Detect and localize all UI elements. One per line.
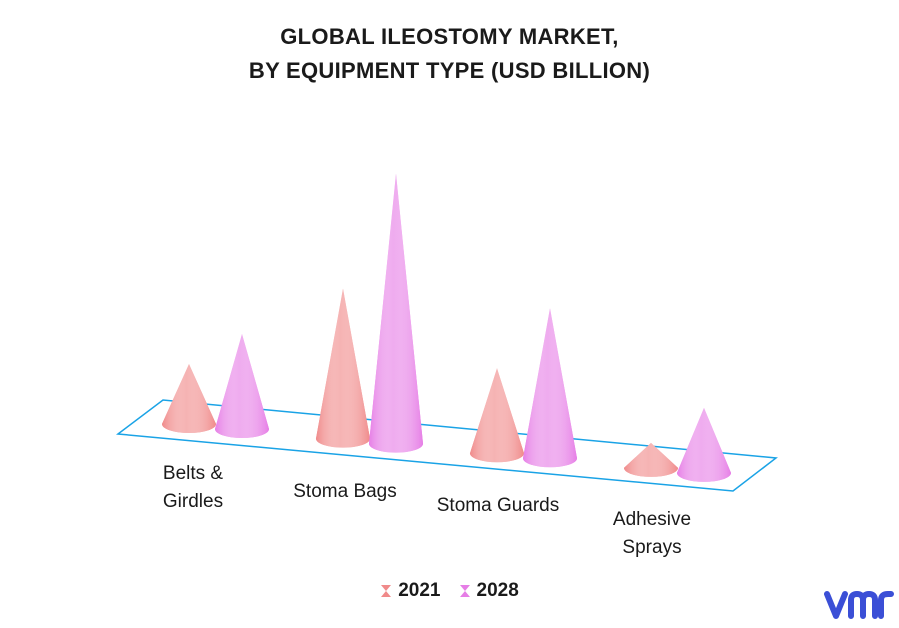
category-label-adhesive-sprays: Adhesive Sprays [613,506,691,562]
legend-label-2021: 2021 [398,580,441,601]
cone-shading [215,334,269,439]
category-label-line: Belts & [162,463,224,484]
cone-shading [624,442,678,477]
legend-swatch-2021 [381,585,392,597]
chart-title: GLOBAL ILEOSTOMY MARKET, BY EQUIPMENT TY… [0,20,899,88]
chart-floor [116,399,778,492]
cone-belts-girdles-2021 [162,364,216,433]
legend-item-2028[interactable]: 2028 [459,580,519,602]
legend-swatch-2028 [459,585,470,597]
cone-belts-girdles-2028 [215,334,269,439]
category-label-stoma-guards: Stoma Guards [437,492,560,520]
cone-stoma-guards-2028 [523,308,577,468]
cone-shading [162,364,216,433]
category-label-line: Girdles [162,491,224,512]
cone-shading [470,368,524,463]
legend-item-2021[interactable]: 2021 [380,580,441,602]
cone-stoma-guards-2021 [470,368,524,463]
cone-adhesive-sprays-2028 [677,407,731,482]
category-label-line: Stoma Bags [293,481,397,502]
cone-shading [316,288,370,448]
category-label-line: Sprays [622,537,682,558]
category-label-line: Adhesive [612,509,692,530]
cone-shading [523,308,577,468]
cone-shading [369,173,423,453]
category-label-stoma-bags: Stoma Bags [293,478,397,506]
cone-adhesive-sprays-2021 [624,442,678,477]
cone-shading [677,407,731,482]
legend: 2021 2028 [0,580,899,602]
legend-label-2028: 2028 [476,580,519,601]
chart-title-line-2: BY EQUIPMENT TYPE (USD BILLION) [248,58,651,83]
chart-title-line-1: GLOBAL ILEOSTOMY MARKET, [280,24,619,49]
cone-stoma-bags-2028 [369,173,423,453]
category-label-line: Stoma Guards [436,495,560,516]
category-label-belts-girdles: Belts & Girdles [163,460,223,516]
vmr-logo [824,591,894,619]
cone-stoma-bags-2021 [316,288,370,448]
cone-group [162,173,731,482]
